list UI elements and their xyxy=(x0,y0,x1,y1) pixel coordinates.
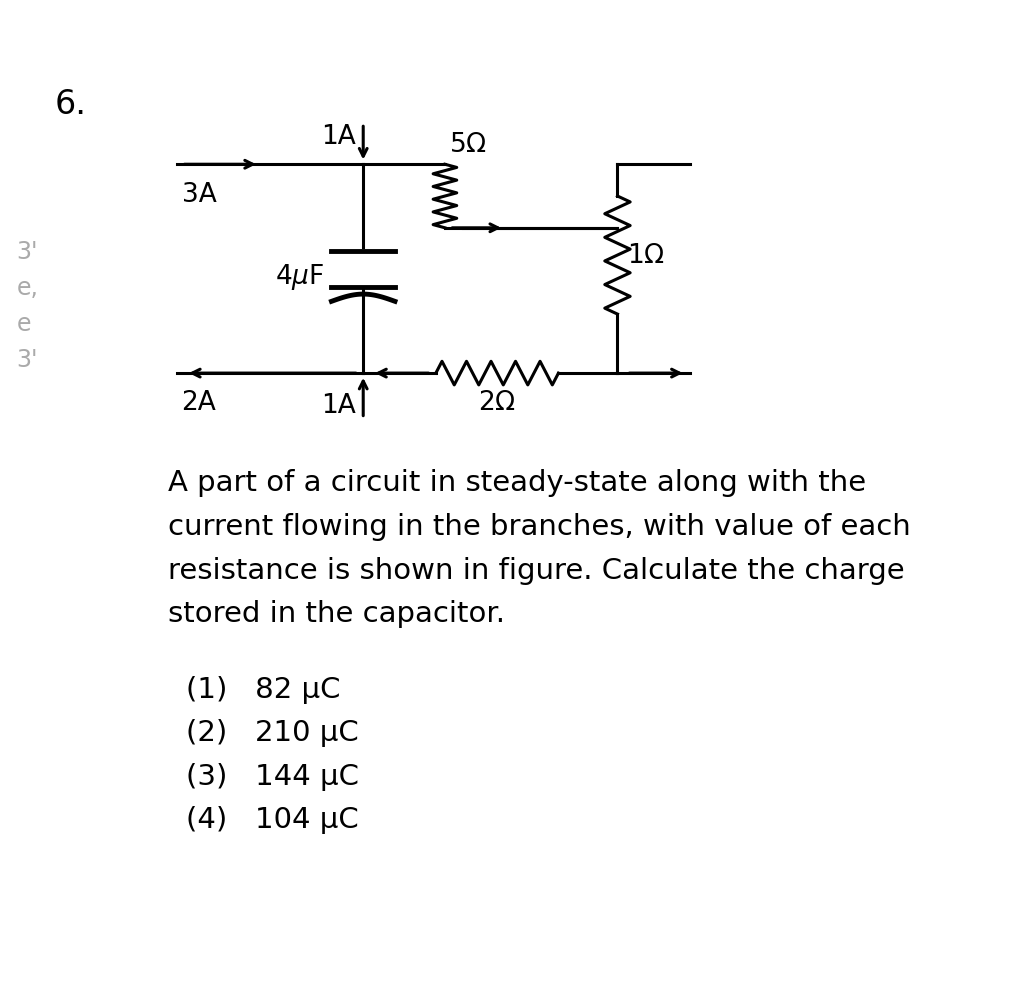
Text: A part of a circuit in steady-state along with the: A part of a circuit in steady-state alon… xyxy=(168,469,866,497)
Text: (3)   144 μC: (3) 144 μC xyxy=(186,762,359,790)
Text: 1A: 1A xyxy=(322,124,356,150)
Text: current flowing in the branches, with value of each: current flowing in the branches, with va… xyxy=(168,513,910,540)
Text: 1A: 1A xyxy=(322,393,356,419)
Text: (1)   82 μC: (1) 82 μC xyxy=(186,674,341,703)
Text: 3A: 3A xyxy=(181,181,216,207)
Text: 2$\Omega$: 2$\Omega$ xyxy=(478,390,516,416)
Text: 3': 3' xyxy=(16,348,38,372)
Text: (2)   210 μC: (2) 210 μC xyxy=(186,719,358,746)
Text: 1$\Omega$: 1$\Omega$ xyxy=(627,243,665,269)
Text: 5$\Omega$: 5$\Omega$ xyxy=(450,132,487,158)
Text: 3': 3' xyxy=(16,240,38,263)
Text: 6.: 6. xyxy=(54,88,86,121)
Text: 2A: 2A xyxy=(181,390,216,416)
Text: resistance is shown in figure. Calculate the charge: resistance is shown in figure. Calculate… xyxy=(168,556,904,584)
Text: e,: e, xyxy=(16,275,38,300)
Text: stored in the capacitor.: stored in the capacitor. xyxy=(168,599,505,627)
Text: 4$\mu$F: 4$\mu$F xyxy=(274,261,325,292)
Text: (4)   104 μC: (4) 104 μC xyxy=(186,806,358,833)
Text: e: e xyxy=(16,312,31,336)
